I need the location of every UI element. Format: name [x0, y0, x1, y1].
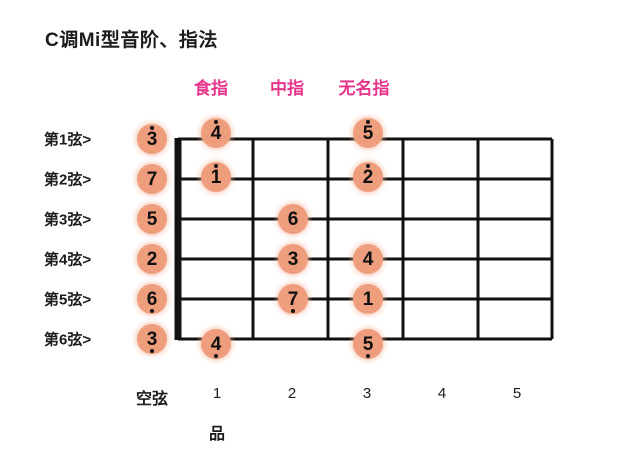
octave-dot-high — [150, 126, 154, 130]
string-label-2: 第2弦> — [44, 171, 92, 189]
note-degree: 2 — [146, 248, 158, 270]
note-marker-s3-f0: 5 — [137, 204, 167, 234]
note-marker-s6-f0: 3 — [137, 324, 167, 354]
fret-number-3: 3 — [362, 385, 372, 402]
note-degree: 4 — [210, 122, 222, 144]
note-marker-s5-f3: 1 — [353, 284, 383, 314]
note-degree: 4 — [362, 248, 374, 270]
note-marker-s1-f0: 3 — [137, 124, 167, 154]
note-marker-s1-f1: 4 — [201, 118, 231, 148]
string-label-3: 第3弦> — [44, 211, 92, 229]
string-label-1: 第1弦> — [44, 131, 92, 149]
finger-label-1: 食指 — [194, 79, 228, 98]
note-degree: 3 — [146, 328, 158, 350]
finger-label-2: 中指 — [270, 79, 304, 98]
note-degree: 5 — [362, 122, 374, 144]
string-label-6: 第6弦> — [44, 331, 92, 349]
fret-number-4: 4 — [437, 385, 447, 402]
octave-dot-high — [214, 164, 218, 168]
finger-label-3: 无名指 — [338, 79, 390, 98]
fret-number-1: 1 — [212, 385, 222, 402]
octave-dot-high — [366, 120, 370, 124]
note-marker-s4-f2: 3 — [278, 244, 308, 274]
fret-number-5: 5 — [512, 385, 522, 402]
octave-dot-low — [214, 354, 218, 358]
note-degree: 2 — [362, 166, 374, 188]
octave-dot-low — [150, 349, 154, 353]
note-degree: 5 — [146, 208, 158, 230]
finger-legend: 食指 中指 无名指 — [0, 74, 617, 98]
note-degree: 3 — [146, 128, 158, 150]
octave-dot-high — [214, 120, 218, 124]
fret-unit-label: 品 — [208, 426, 226, 443]
open-string-label: 空弦 — [135, 391, 169, 408]
fret-number-2: 2 — [287, 385, 297, 402]
octave-dot-low — [150, 309, 154, 313]
string-label-4: 第4弦> — [44, 251, 92, 269]
page-title: C调Mi型音阶、指法 — [45, 30, 218, 51]
octave-dot-low — [291, 309, 295, 313]
note-degree: 7 — [287, 288, 299, 310]
note-degree: 1 — [210, 166, 222, 188]
note-marker-s6-f1: 4 — [201, 329, 231, 359]
note-degree: 5 — [362, 333, 374, 355]
note-marker-s5-f2: 7 — [278, 284, 308, 314]
string-label-5: 第5弦> — [44, 291, 92, 309]
note-marker-s2-f0: 7 — [137, 164, 167, 194]
octave-dot-high — [366, 164, 370, 168]
note-degree: 6 — [146, 288, 158, 310]
note-degree: 1 — [362, 288, 374, 310]
note-marker-s4-f3: 4 — [353, 244, 383, 274]
note-marker-s6-f3: 5 — [353, 329, 383, 359]
note-marker-s4-f0: 2 — [137, 244, 167, 274]
note-marker-s3-f2: 6 — [278, 204, 308, 234]
note-degree: 6 — [287, 208, 299, 230]
note-degree: 7 — [146, 168, 158, 190]
octave-dot-low — [366, 354, 370, 358]
note-marker-s2-f3: 2 — [353, 162, 383, 192]
note-degree: 4 — [210, 333, 222, 355]
note-marker-s1-f3: 5 — [353, 118, 383, 148]
note-degree: 3 — [287, 248, 299, 270]
note-marker-s2-f1: 1 — [201, 162, 231, 192]
note-marker-s5-f0: 6 — [137, 284, 167, 314]
